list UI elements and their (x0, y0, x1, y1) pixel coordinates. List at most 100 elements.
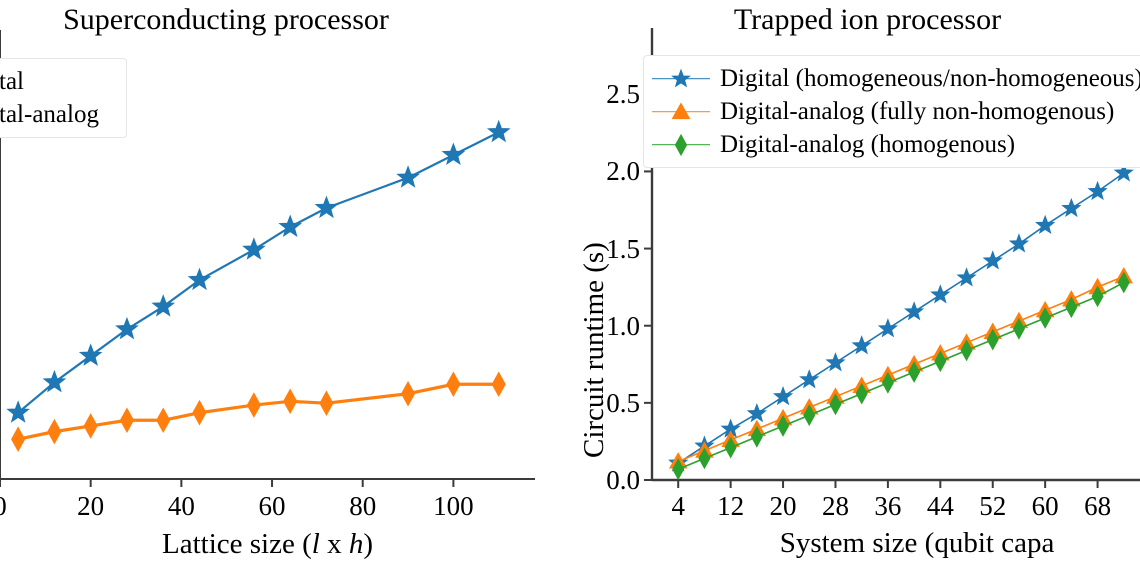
legend-marker-star-icon (652, 68, 710, 90)
data-point-diamond (83, 413, 98, 439)
data-point-star (956, 267, 977, 287)
plot-area-superconducting (0, 30, 535, 487)
data-point-diamond (986, 328, 999, 351)
x-tick-label: 20 (769, 491, 797, 521)
data-point-star (151, 294, 176, 317)
data-point-star (187, 267, 212, 291)
data-point-diamond (1117, 271, 1130, 294)
x-tick-label: 20 (77, 491, 105, 521)
data-point-star (825, 352, 846, 372)
data-point-star (1087, 180, 1108, 201)
panel-trapped-ion-inner: Trapped ion processor 4 12 20 28 36 44 52 60 68 … (570, 0, 1140, 570)
data-point-diamond (283, 388, 298, 415)
x-tick-label: 52 (979, 491, 1007, 521)
data-point-diamond (1012, 317, 1025, 340)
data-point-star (42, 369, 67, 393)
legend-left: tal tal-analog (0, 58, 127, 138)
data-point-diamond (855, 382, 868, 405)
data-point-diamond (803, 404, 816, 427)
y-tick-label: 0.5 (606, 387, 640, 418)
legend-item: Digital-analog (fully non-homogenous) (652, 95, 1140, 128)
data-point-diamond (491, 371, 506, 398)
x-tick-label: 4 (671, 491, 685, 521)
data-point-diamond (192, 399, 207, 426)
x-tick-label: 0 (0, 491, 7, 521)
y-tick-label: 2.0 (606, 156, 640, 187)
legend-item-label: Digital-analog (fully non-homogenous) (720, 97, 1115, 125)
legend-item-label: tal-analog (0, 100, 99, 128)
data-point-diamond (319, 390, 334, 416)
data-point-star (982, 250, 1003, 270)
x-tick-label: 36 (874, 491, 902, 521)
y-tick-label: 1.0 (606, 310, 640, 341)
data-point-star (1035, 214, 1056, 235)
data-point-star (6, 400, 30, 423)
data-point-star (1008, 233, 1030, 253)
data-point-star (746, 403, 767, 423)
legend-item: Digital (homogeneous/non-homogeneous) (652, 62, 1140, 95)
page-title-left: Superconducting processor (63, 3, 389, 36)
x-axis-label-left: Lattice size (l x h) (162, 528, 373, 560)
data-point-star (278, 214, 302, 238)
y-tick-label: 2.5 (606, 79, 640, 110)
y-axis-label-right: Circuit runtime (s) (578, 242, 610, 458)
x-tick-label: 60 (1031, 491, 1059, 521)
data-point-star (78, 343, 103, 366)
x-tick-label: 100 (433, 491, 474, 521)
x-tick-label: 44 (926, 491, 954, 521)
data-point-diamond (829, 393, 842, 416)
data-point-diamond (750, 425, 763, 448)
data-point-diamond (698, 447, 711, 470)
data-point-star (314, 195, 339, 219)
data-point-diamond (446, 371, 461, 398)
data-point-star (441, 142, 466, 166)
data-point-star (1061, 197, 1082, 218)
y-tick-label: 1.5 (606, 233, 640, 264)
legend-item: tal-analog (0, 98, 116, 131)
data-point-star (115, 316, 139, 340)
data-point-star (930, 284, 951, 304)
x-tick-label: 60 (258, 491, 286, 521)
data-point-diamond (1091, 285, 1104, 308)
x-tick-label: 28 (821, 491, 849, 521)
legend-item-label: tal (0, 67, 24, 95)
data-point-diamond (1039, 307, 1052, 329)
data-point-diamond (11, 426, 26, 452)
data-point-diamond (960, 339, 973, 362)
y-tick-label: 0.0 (606, 465, 640, 495)
legend-right: Digital (homogeneous/non-homogeneous) Dig… (643, 55, 1140, 168)
data-point-diamond (724, 436, 737, 459)
data-point-star (903, 301, 925, 321)
x-tick-label: 40 (167, 491, 195, 521)
data-point-diamond (246, 392, 261, 418)
x-axis-label-right: System size (qubit capa (779, 527, 1055, 559)
page-title-right: Trapped ion processor (733, 3, 1002, 36)
legend-item-label: Digital-analog (homogenous) (720, 130, 1016, 158)
data-point-star (1113, 162, 1134, 182)
data-point-star (799, 369, 820, 389)
data-point-diamond (908, 361, 921, 383)
data-point-star (851, 335, 872, 355)
legend-item-label: Digital (homogeneous/non-homogeneous) (720, 64, 1140, 92)
x-tick-label: 68 (1084, 491, 1112, 521)
data-point-diamond (47, 418, 62, 445)
data-point-diamond (119, 407, 135, 434)
legend-marker-diamond-icon (652, 133, 710, 156)
data-point-diamond (934, 350, 947, 373)
legend-marker-triangle-icon (652, 101, 710, 123)
data-point-diamond (777, 415, 790, 437)
data-point-star (396, 165, 420, 188)
panel-trapped-ion: Trapped ion processor 4 12 20 28 36 44 52 60 68 … (570, 0, 1140, 570)
data-point-star (242, 237, 266, 260)
data-point-diamond (881, 371, 894, 394)
legend-item: tal (0, 65, 116, 98)
data-point-star (877, 318, 899, 338)
data-point-star (486, 119, 511, 143)
data-point-diamond (400, 380, 416, 407)
legend-item: Digital-analog (homogenous) (652, 128, 1140, 161)
panel-superconducting: Superconducting processor 0 20 40 60 80 100 L… (0, 3, 535, 560)
x-tick-label: 12 (717, 491, 745, 521)
data-point-diamond (156, 407, 171, 434)
data-point-diamond (672, 458, 685, 481)
